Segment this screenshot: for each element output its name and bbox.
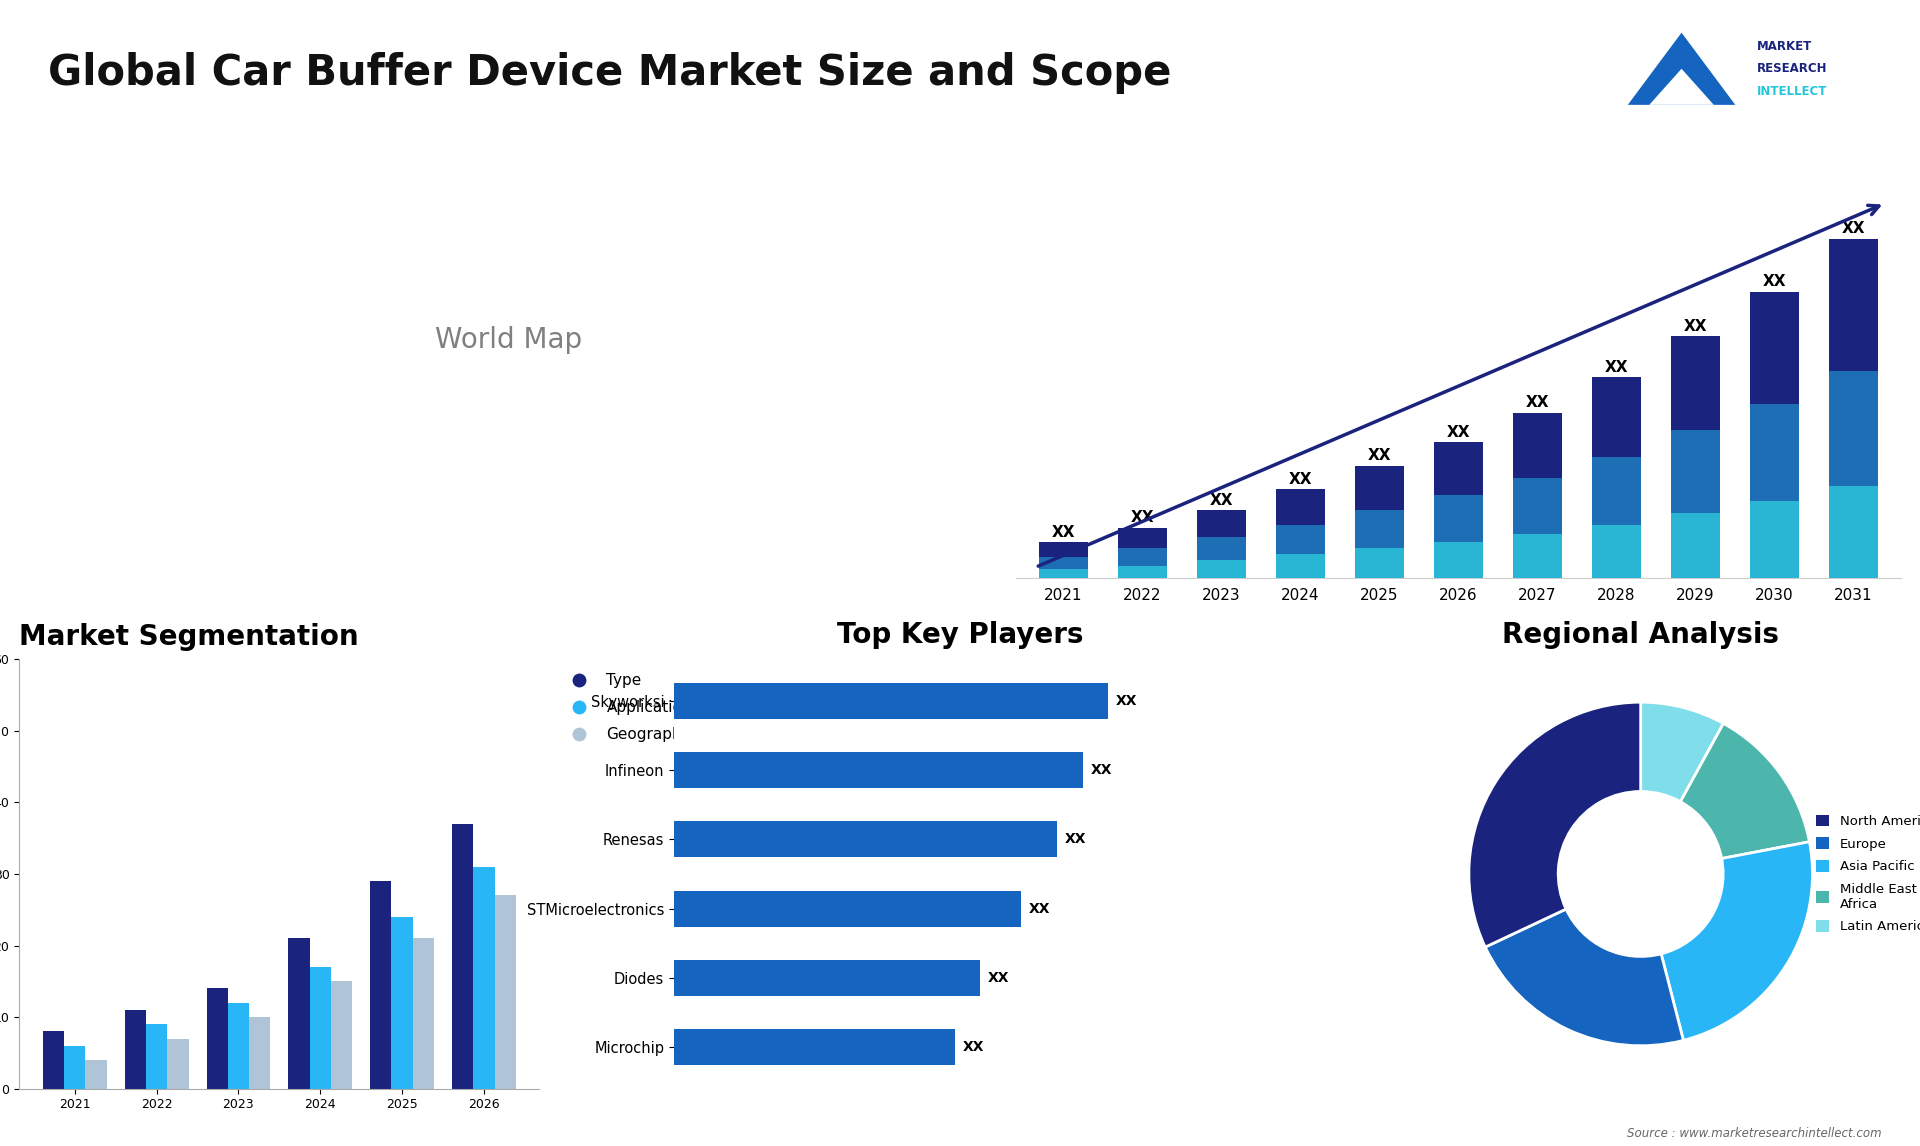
Wedge shape bbox=[1469, 702, 1642, 947]
Bar bbox=[1830, 486, 1878, 578]
Legend: Type, Application, Geography: Type, Application, Geography bbox=[557, 667, 699, 748]
Legend: North America, Europe, Asia Pacific, Middle East &
Africa, Latin America: North America, Europe, Asia Pacific, Mid… bbox=[1811, 809, 1920, 939]
Bar bbox=[1513, 534, 1561, 578]
Wedge shape bbox=[1486, 909, 1684, 1046]
Bar bbox=[1749, 292, 1799, 403]
Bar bbox=[207, 989, 228, 1089]
Bar bbox=[1196, 536, 1246, 560]
Bar bbox=[1513, 413, 1561, 478]
Bar bbox=[1275, 489, 1325, 525]
Title: Top Key Players: Top Key Players bbox=[837, 620, 1083, 649]
Bar bbox=[1356, 548, 1404, 578]
Polygon shape bbox=[1628, 33, 1736, 104]
Title: Regional Analysis: Regional Analysis bbox=[1501, 620, 1780, 649]
Bar bbox=[1275, 525, 1325, 555]
Text: RESEARCH: RESEARCH bbox=[1757, 62, 1828, 76]
Bar bbox=[84, 1060, 108, 1089]
Bar bbox=[146, 1025, 167, 1089]
Text: XX: XX bbox=[1684, 319, 1707, 333]
Text: XX: XX bbox=[1763, 275, 1786, 290]
Bar bbox=[1117, 566, 1167, 578]
Bar bbox=[392, 917, 413, 1089]
Bar bbox=[413, 939, 434, 1089]
Bar bbox=[288, 939, 309, 1089]
Bar bbox=[63, 1046, 84, 1089]
Bar bbox=[1670, 431, 1720, 513]
Text: XX: XX bbox=[1288, 472, 1311, 487]
Polygon shape bbox=[1649, 69, 1715, 104]
Bar bbox=[495, 895, 516, 1089]
Bar bbox=[674, 683, 1108, 719]
Text: XX: XX bbox=[962, 1041, 985, 1054]
Text: Global Car Buffer Device Market Size and Scope: Global Car Buffer Device Market Size and… bbox=[48, 52, 1171, 94]
Text: Market Segmentation: Market Segmentation bbox=[19, 623, 359, 651]
Bar bbox=[1592, 457, 1642, 525]
Text: XX: XX bbox=[1526, 395, 1549, 410]
Text: XX: XX bbox=[1131, 510, 1154, 525]
Text: XX: XX bbox=[1367, 448, 1392, 463]
Bar bbox=[125, 1010, 146, 1089]
Wedge shape bbox=[1661, 842, 1812, 1041]
Bar bbox=[674, 1029, 954, 1065]
Text: XX: XX bbox=[1066, 832, 1087, 846]
Bar bbox=[1749, 501, 1799, 578]
Bar bbox=[1196, 560, 1246, 578]
Text: XX: XX bbox=[1605, 360, 1628, 375]
Bar bbox=[674, 752, 1083, 788]
Bar bbox=[674, 960, 981, 996]
Bar bbox=[674, 890, 1021, 927]
Bar bbox=[1196, 510, 1246, 536]
Bar bbox=[1356, 465, 1404, 510]
Bar bbox=[228, 1003, 250, 1089]
Bar bbox=[472, 866, 495, 1089]
Bar bbox=[330, 981, 351, 1089]
Bar bbox=[674, 822, 1058, 857]
Bar bbox=[1434, 495, 1482, 542]
Bar bbox=[42, 1031, 63, 1089]
Wedge shape bbox=[1680, 723, 1809, 858]
Bar bbox=[167, 1038, 188, 1089]
Bar bbox=[371, 881, 392, 1089]
Text: XX: XX bbox=[1052, 525, 1075, 540]
Bar bbox=[1830, 371, 1878, 486]
Text: MARKET: MARKET bbox=[1757, 40, 1812, 53]
Text: XX: XX bbox=[1029, 902, 1050, 916]
Text: XX: XX bbox=[1446, 425, 1471, 440]
Bar bbox=[1039, 542, 1089, 557]
Text: World Map: World Map bbox=[434, 327, 582, 354]
Bar bbox=[1749, 403, 1799, 501]
Bar bbox=[1117, 548, 1167, 566]
Bar bbox=[1513, 478, 1561, 534]
Bar bbox=[1434, 442, 1482, 495]
Bar bbox=[1039, 570, 1089, 578]
Text: XX: XX bbox=[1091, 763, 1112, 777]
Bar bbox=[1117, 527, 1167, 548]
Text: XX: XX bbox=[1841, 221, 1864, 236]
Bar bbox=[1039, 557, 1089, 570]
Bar bbox=[1592, 525, 1642, 578]
Text: XX: XX bbox=[1116, 693, 1137, 708]
Bar bbox=[451, 824, 472, 1089]
Text: XX: XX bbox=[989, 971, 1010, 984]
Text: Source : www.marketresearchintellect.com: Source : www.marketresearchintellect.com bbox=[1626, 1128, 1882, 1140]
Text: INTELLECT: INTELLECT bbox=[1757, 85, 1828, 97]
Bar bbox=[1670, 513, 1720, 578]
Wedge shape bbox=[1642, 702, 1724, 802]
Bar bbox=[1434, 542, 1482, 578]
Bar bbox=[1670, 336, 1720, 431]
Bar bbox=[1830, 238, 1878, 371]
Bar bbox=[1356, 510, 1404, 548]
Bar bbox=[1275, 555, 1325, 578]
Bar bbox=[250, 1018, 271, 1089]
Bar bbox=[1592, 377, 1642, 457]
Text: XX: XX bbox=[1210, 493, 1233, 508]
Bar bbox=[309, 967, 330, 1089]
